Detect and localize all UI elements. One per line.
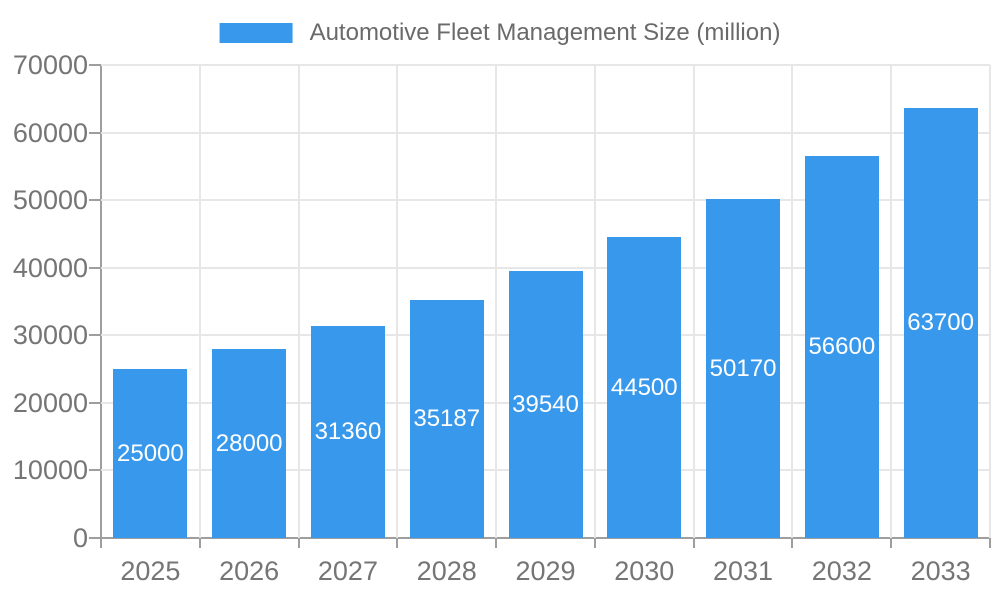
y-tick-label: 20000	[12, 387, 88, 418]
y-tick-mark	[89, 537, 101, 539]
x-tick-label: 2026	[219, 556, 280, 586]
x-axis-line	[100, 537, 991, 539]
gridline-vertical	[791, 65, 794, 538]
y-tick-mark	[89, 199, 101, 202]
y-tick-mark	[89, 469, 101, 472]
legend-swatch	[219, 23, 293, 43]
gridline-vertical	[989, 65, 991, 538]
gridline-horizontal	[101, 266, 990, 269]
y-tick-label: 0	[72, 523, 88, 553]
gridline-vertical	[396, 65, 399, 538]
x-tick-mark	[100, 539, 102, 548]
bar-value-label: 35187	[413, 405, 481, 432]
x-tick-label: 2033	[910, 556, 971, 586]
bar-value-label: 28000	[215, 429, 283, 457]
legend[interactable]: Automotive Fleet Management Size (millio…	[219, 16, 781, 50]
gridline-vertical	[593, 65, 596, 538]
x-tick-mark	[692, 539, 695, 548]
x-tick-mark	[791, 539, 794, 548]
gridline-horizontal	[101, 131, 990, 134]
y-tick-label: 10000	[12, 455, 88, 486]
x-tick-label: 2031	[713, 556, 774, 586]
y-tick-label: 40000	[12, 252, 88, 283]
plot-area: 25000 28000 31360 35187 39540 44500 50170 56600…	[101, 64, 991, 538]
bar-value-label: 63700	[907, 309, 974, 336]
bar-2031[interactable]: 50170	[706, 199, 781, 538]
x-tick-label: 2025	[120, 556, 181, 586]
bar-value-label: 56600	[808, 333, 876, 360]
y-axis-line	[100, 65, 102, 548]
x-tick-mark	[495, 539, 498, 548]
bar-2030[interactable]: 44500	[607, 237, 682, 538]
gridline-vertical	[692, 65, 695, 538]
bar-2025[interactable]: 25000	[113, 369, 188, 538]
y-tick-mark	[89, 266, 101, 269]
gridline-vertical	[495, 65, 498, 538]
x-tick-mark	[396, 539, 399, 548]
y-tick-mark	[89, 64, 101, 66]
y-tick-label: 60000	[12, 117, 88, 148]
y-tick-label: 70000	[12, 50, 88, 80]
bar-2027[interactable]: 31360	[310, 326, 385, 538]
gridline-horizontal	[101, 199, 990, 202]
bar-value-label: 44500	[610, 373, 678, 401]
y-tick-mark	[89, 334, 101, 337]
y-tick-mark	[89, 401, 101, 404]
gridline-horizontal	[101, 64, 990, 66]
bar-2029[interactable]: 39540	[508, 271, 583, 538]
x-tick-mark	[198, 539, 201, 548]
x-tick-mark	[593, 539, 596, 548]
bar-value-label: 39540	[512, 390, 579, 418]
x-tick-label: 2027	[317, 556, 378, 586]
bar-value-label: 31360	[314, 418, 382, 445]
x-tick-mark	[989, 539, 991, 548]
y-tick-label: 30000	[12, 320, 88, 351]
bar-value-label: 25000	[117, 439, 184, 467]
bar-2033[interactable]: 63700	[903, 108, 978, 538]
legend-label: Automotive Fleet Management Size (millio…	[309, 19, 781, 46]
y-tick-label: 50000	[12, 185, 88, 216]
bar-2026[interactable]: 28000	[212, 349, 287, 538]
x-tick-label: 2030	[614, 556, 675, 586]
x-tick-mark	[890, 539, 893, 548]
gridline-vertical	[890, 65, 893, 538]
gridline-vertical	[297, 65, 300, 538]
bar-value-label: 50170	[709, 354, 777, 382]
x-tick-label: 2029	[515, 556, 576, 586]
x-tick-label: 2028	[416, 556, 477, 586]
bar-2032[interactable]: 56600	[804, 156, 879, 538]
gridline-vertical	[198, 65, 201, 538]
y-tick-mark	[89, 131, 101, 134]
bar-2028[interactable]: 35187	[409, 300, 484, 538]
x-tick-label: 2032	[811, 556, 872, 586]
x-tick-mark	[297, 539, 300, 548]
